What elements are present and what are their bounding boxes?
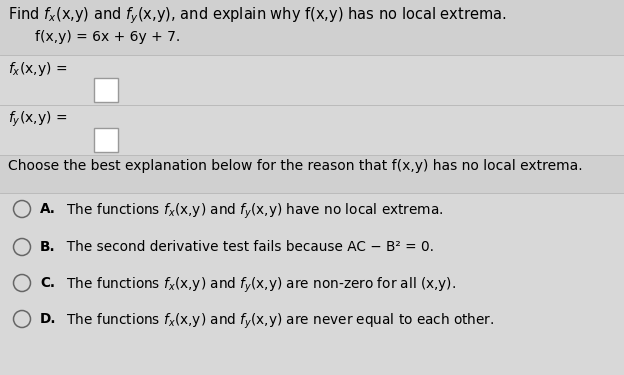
Circle shape	[14, 201, 31, 217]
FancyBboxPatch shape	[0, 155, 624, 193]
Circle shape	[14, 238, 31, 255]
Text: The second derivative test fails because AC − B² = 0.: The second derivative test fails because…	[58, 240, 434, 254]
Text: Choose the best explanation below for the reason that f(x,y) has no local extrem: Choose the best explanation below for th…	[8, 159, 583, 173]
Text: D.: D.	[40, 312, 57, 326]
Text: The functions $f_x$(x,y) and $f_y$(x,y) are never equal to each other.: The functions $f_x$(x,y) and $f_y$(x,y) …	[58, 312, 494, 331]
FancyBboxPatch shape	[0, 0, 624, 55]
Text: f(x,y) = 6x + 6y + 7.: f(x,y) = 6x + 6y + 7.	[35, 30, 180, 44]
Text: $f_y$(x,y) =: $f_y$(x,y) =	[8, 110, 67, 129]
FancyBboxPatch shape	[94, 78, 118, 102]
FancyBboxPatch shape	[94, 128, 118, 152]
Text: B.: B.	[40, 240, 56, 254]
Text: The functions $f_x$(x,y) and $f_y$(x,y) are non-zero for all (x,y).: The functions $f_x$(x,y) and $f_y$(x,y) …	[58, 276, 456, 295]
Text: The functions $f_x$(x,y) and $f_y$(x,y) have no local extrema.: The functions $f_x$(x,y) and $f_y$(x,y) …	[58, 202, 443, 221]
FancyBboxPatch shape	[0, 55, 624, 105]
FancyBboxPatch shape	[0, 105, 624, 155]
Circle shape	[14, 274, 31, 291]
Text: $f_x$(x,y) =: $f_x$(x,y) =	[8, 60, 67, 78]
Text: A.: A.	[40, 202, 56, 216]
Text: Find $f_x$(x,y) and $f_y$(x,y), and explain why f(x,y) has no local extrema.: Find $f_x$(x,y) and $f_y$(x,y), and expl…	[8, 5, 507, 26]
Circle shape	[14, 310, 31, 327]
Text: C.: C.	[40, 276, 55, 290]
